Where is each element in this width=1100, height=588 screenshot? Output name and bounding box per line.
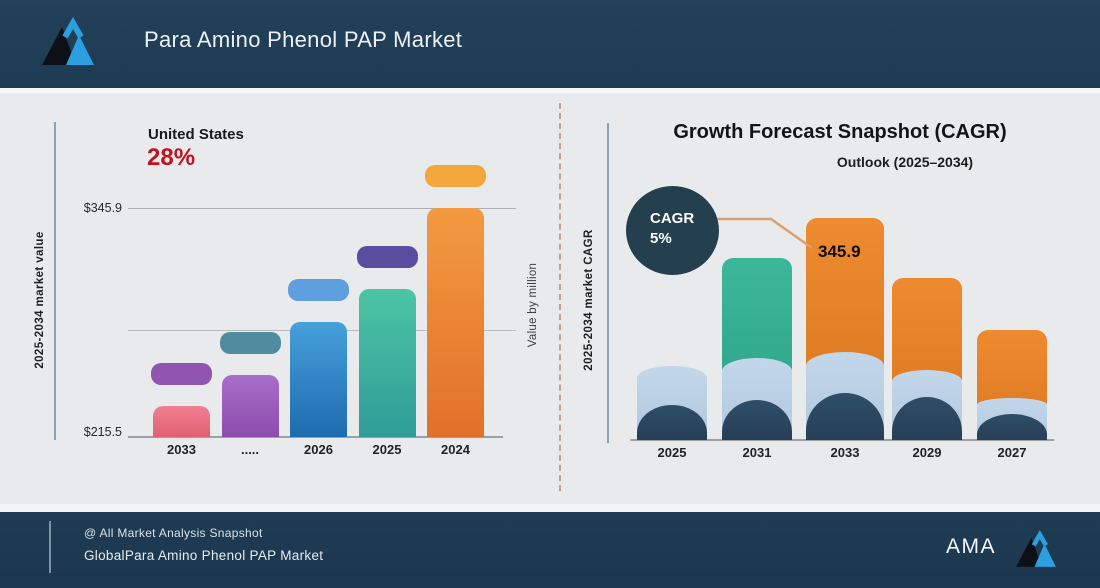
ama-logo-icon: [42, 16, 94, 65]
cagr-x-label-2025: 2025: [657, 445, 687, 460]
bar-2024: [427, 208, 484, 437]
us-x-label-.....: .....: [240, 442, 260, 457]
footer-note: @ All Market Analysis Snapshot: [84, 526, 263, 540]
bar-cap-2033: [151, 363, 212, 386]
bar-cap-.....: [219, 331, 281, 354]
footer-divider-line: [49, 521, 51, 573]
panel-bottom-strip: [0, 504, 1100, 512]
stack-base-2025: [637, 405, 707, 440]
us-x-axis-line: [128, 436, 503, 438]
bar-2026: [290, 321, 347, 437]
us-tick-bottom: $215.5: [83, 425, 122, 439]
panel-divider-dashed-line: [559, 103, 561, 491]
us-value-axis-label: 2025-2034 market value: [34, 231, 46, 369]
stack-base-2027: [977, 414, 1047, 440]
panel-top-strip: [0, 88, 1100, 93]
footer-brand-text: AMA: [946, 535, 997, 558]
us-tick-top: $345.9: [83, 201, 122, 215]
value-by-million-label: Value by million: [527, 262, 539, 348]
page-title: Para Amino Phenol PAP Market: [144, 27, 463, 52]
stack-growth-2031: [722, 257, 792, 373]
bar-cap-2024: [425, 165, 486, 187]
us-gridline-top: [128, 208, 516, 209]
footer-bar: [0, 512, 1100, 588]
cagr-x-label-2033: 2033: [830, 445, 860, 460]
us-y-axis-line: [54, 122, 56, 440]
us-x-label-2025: 2025: [372, 442, 402, 457]
cagr-x-label-2029: 2029: [912, 445, 942, 460]
stack-growth-2029: [892, 278, 962, 385]
cagr-x-label-2031: 2031: [742, 445, 772, 460]
footer-source: GlobalPara Amino Phenol PAP Market: [84, 548, 324, 563]
us-x-label-2024: 2024: [441, 442, 470, 457]
bar-cap-2025: [356, 245, 418, 268]
us-region-label: United States: [148, 126, 244, 143]
stack-growth-2033: [806, 218, 884, 367]
cagr-y-axis-line: [607, 123, 609, 443]
cagr-title: Growth Forecast Snapshot (CAGR): [673, 121, 1007, 143]
peak-value-callout: 345.9: [818, 242, 861, 261]
header-bar: [0, 0, 1100, 88]
cagr-badge: CAGR 5%: [626, 186, 719, 275]
cagr-value-axis-label: 2025-2034 market CAGR: [583, 229, 595, 371]
us-x-label-2033: 2033: [167, 442, 196, 457]
bar-2025: [358, 288, 416, 437]
bar-cap-2026: [288, 278, 349, 301]
cagr-x-axis-line: [630, 439, 1054, 441]
us-x-label-2026: 2026: [304, 442, 333, 457]
footer-ama-logo-icon: [1016, 530, 1056, 567]
cagr-x-label-2027: 2027: [997, 445, 1027, 460]
cagr-subtitle: Outlook (2025–2034): [836, 154, 974, 170]
bar-2033: [153, 406, 210, 437]
bar-.....: [221, 374, 279, 437]
badge-label-line2: 5%: [650, 229, 672, 247]
us-share-value: 28%: [147, 144, 196, 171]
badge-label-line1: CAGR: [650, 210, 695, 227]
